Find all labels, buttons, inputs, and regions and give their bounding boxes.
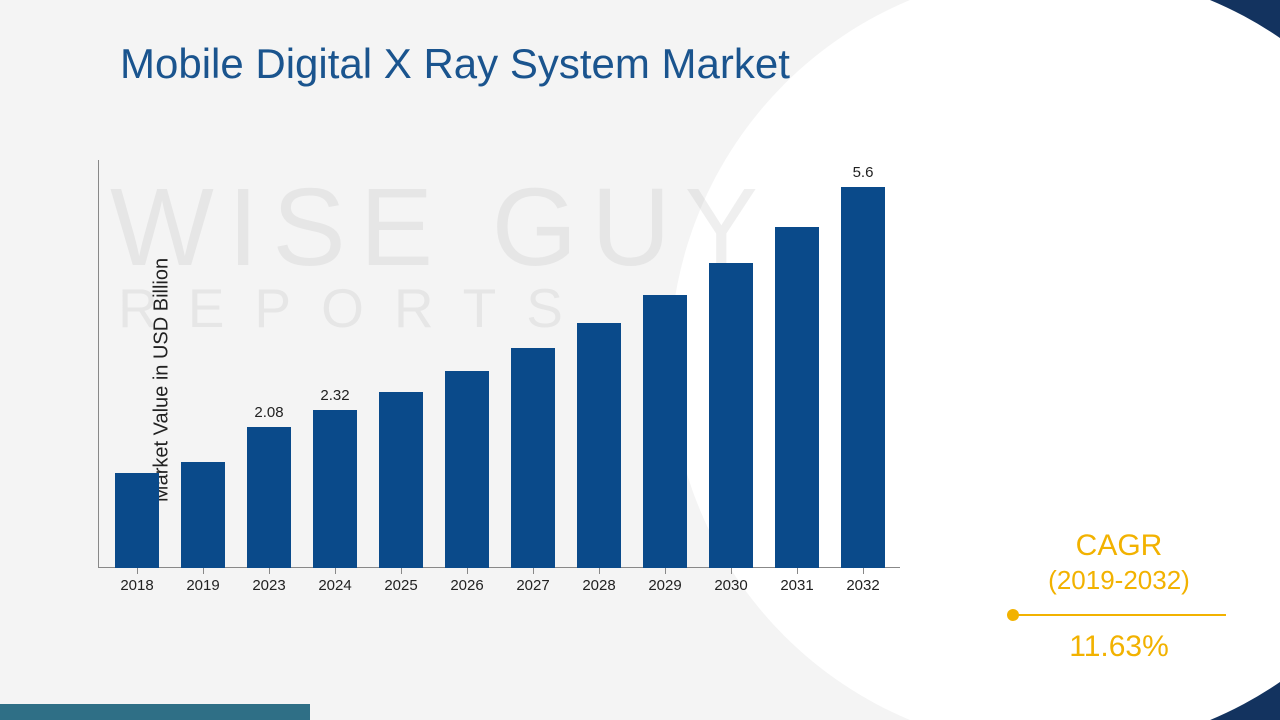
bar [181, 462, 225, 568]
bar [379, 392, 423, 568]
x-tick [731, 568, 732, 574]
x-tick [401, 568, 402, 574]
x-tick [203, 568, 204, 574]
bar [841, 187, 885, 568]
x-category-label: 2018 [107, 577, 167, 594]
x-category-label: 2023 [239, 577, 299, 594]
bar [775, 227, 819, 568]
x-category-label: 2027 [503, 577, 563, 594]
bar [643, 295, 687, 568]
cagr-label: CAGR [994, 529, 1244, 563]
bar-value-label: 2.32 [295, 387, 375, 404]
bar [709, 263, 753, 568]
x-tick [797, 568, 798, 574]
bar [115, 473, 159, 568]
x-category-label: 2024 [305, 577, 365, 594]
x-tick [863, 568, 864, 574]
cagr-block: CAGR (2019-2032) 11.63% [994, 529, 1244, 664]
x-category-label: 2030 [701, 577, 761, 594]
x-tick [599, 568, 600, 574]
x-category-label: 2029 [635, 577, 695, 594]
x-category-label: 2032 [833, 577, 893, 594]
x-tick [137, 568, 138, 574]
x-tick [335, 568, 336, 574]
x-category-label: 2025 [371, 577, 431, 594]
x-category-label: 2026 [437, 577, 497, 594]
bar-value-label: 5.6 [823, 164, 903, 181]
logo-dots-icon [1010, 28, 1070, 98]
cagr-divider [1012, 614, 1226, 616]
bars-container: 2018201920232.0820242.322025202620272028… [99, 160, 900, 568]
stage: WISE GUY R E P O R T S Mobile Digital X … [0, 0, 1280, 720]
bar [577, 323, 621, 568]
footer-accent-bar [0, 704, 310, 720]
x-tick [665, 568, 666, 574]
x-tick [533, 568, 534, 574]
x-category-label: 2019 [173, 577, 233, 594]
bar-chart: Market Value in USD Billion 201820192023… [70, 160, 900, 600]
x-tick [269, 568, 270, 574]
bar [511, 348, 555, 568]
x-category-label: 2031 [767, 577, 827, 594]
x-category-label: 2028 [569, 577, 629, 594]
x-tick [467, 568, 468, 574]
bar [247, 427, 291, 568]
bar [445, 371, 489, 568]
plot-area: 2018201920232.0820242.322025202620272028… [98, 160, 900, 568]
page-title: Mobile Digital X Ray System Market [120, 40, 790, 88]
bar [313, 410, 357, 568]
bar-value-label: 2.08 [229, 404, 309, 421]
cagr-value: 11.63% [994, 630, 1244, 664]
cagr-period: (2019-2032) [994, 565, 1244, 596]
